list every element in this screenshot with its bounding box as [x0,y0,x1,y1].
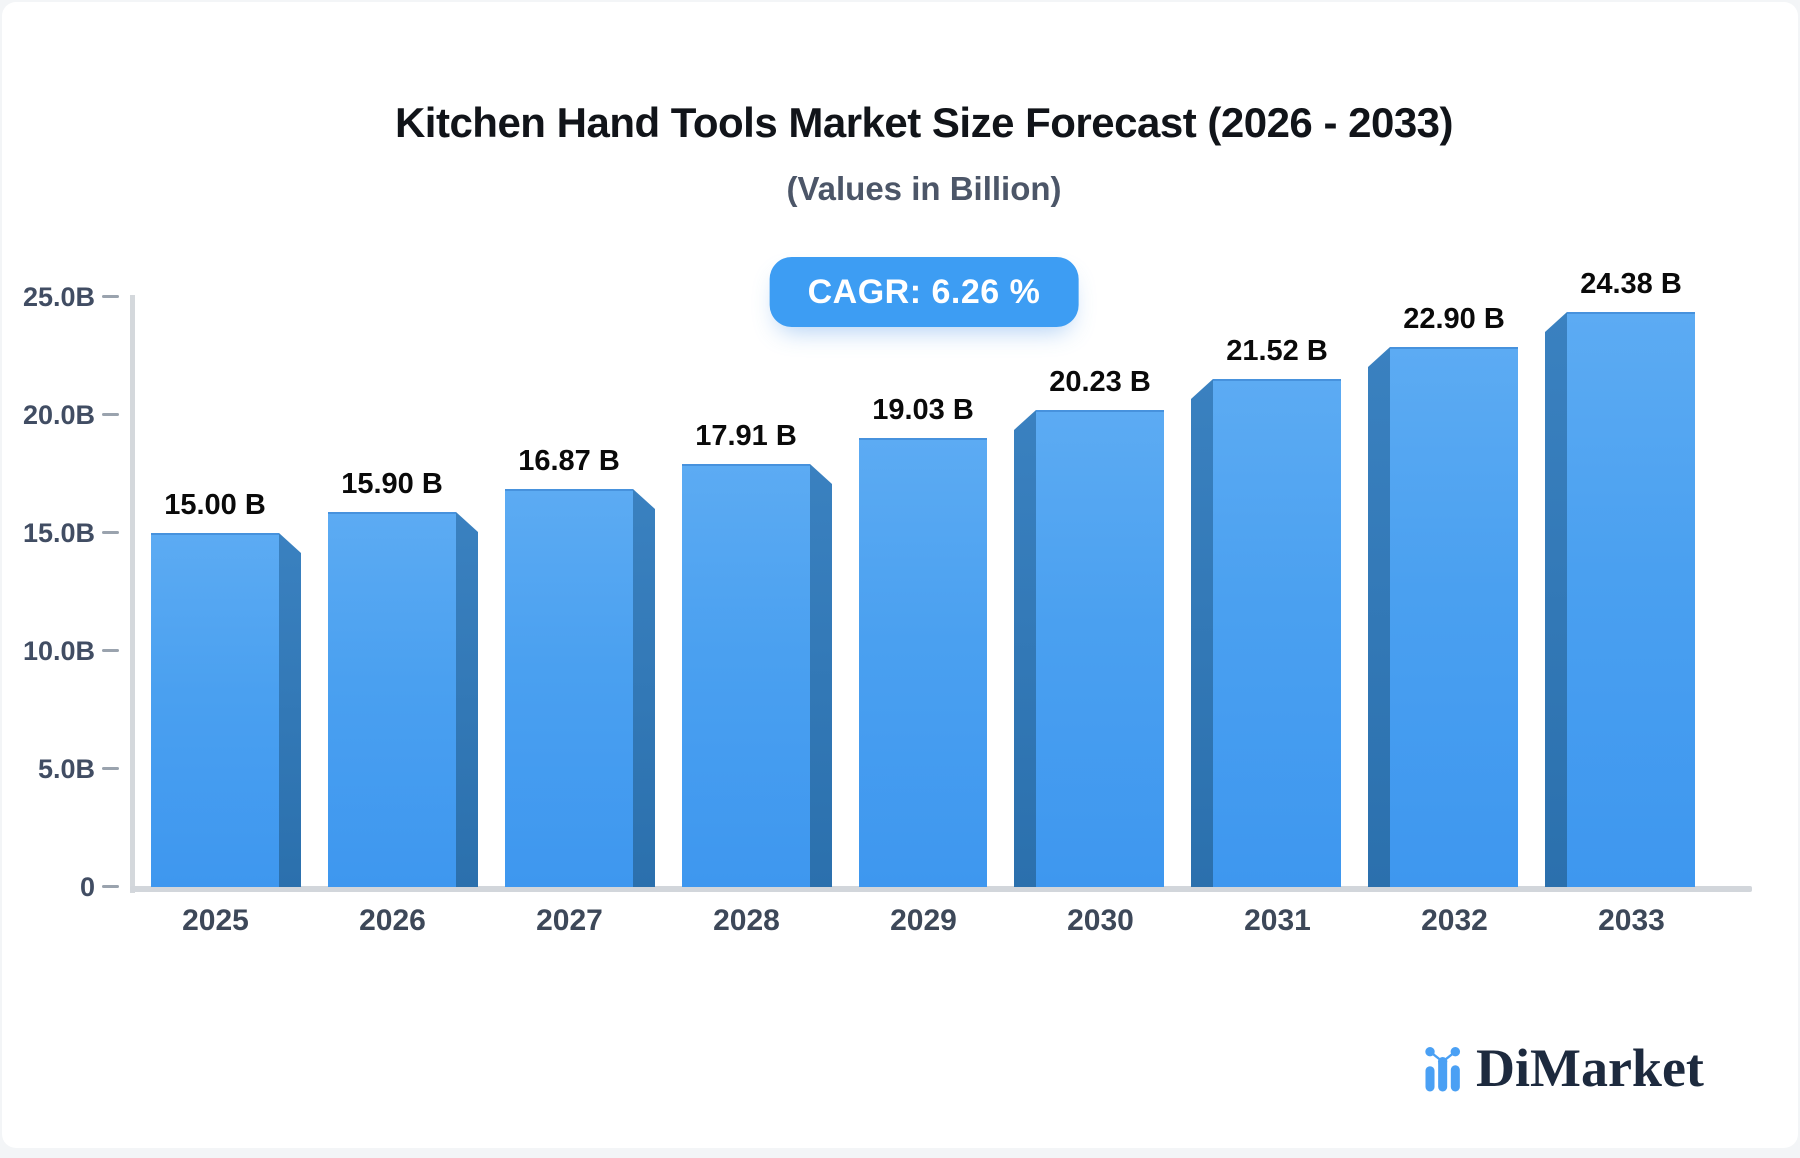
bar-2029[interactable] [859,438,987,887]
bar-value-label-2031: 21.52 B [1226,335,1328,367]
y-axis-tick-label: 25.0B [22,282,95,312]
bar-value-label-2028: 17.91 B [695,420,797,452]
y-axis-tick-label: 5.0B [37,754,95,784]
cagr-badge: CAGR: 6.26 % [769,257,1079,327]
y-axis-line [130,295,135,893]
bar-2032[interactable] [1390,347,1518,887]
bar-2031[interactable] [1213,379,1341,887]
x-axis-label-2027: 2027 [536,904,603,937]
bar-2030[interactable] [1036,410,1164,887]
chart-title: Kitchen Hand Tools Market Size Forecast … [394,99,1454,146]
y-axis-tick-label: 0 [79,872,95,902]
bar-side-2032 [1368,347,1390,887]
x-axis-label-2026: 2026 [359,904,426,937]
y-axis-tick [102,885,119,888]
cagr-badge-label: CAGR: 6.26 % [807,272,1041,311]
mini-bar-chart-icon [1425,1047,1461,1092]
bar-2027[interactable] [505,489,633,887]
x-axis-label-2029: 2029 [890,904,957,937]
y-axis-tick [102,413,119,416]
bar-side-2027 [633,489,655,887]
bar-value-label-2030: 20.23 B [1049,366,1151,398]
bar-2033[interactable] [1567,312,1695,887]
bar-value-label-2027: 16.87 B [518,445,620,477]
x-axis-label-2033: 2033 [1598,904,1665,937]
bar-2026[interactable] [328,512,456,887]
brand-logo: DiMarket [1416,1038,1704,1098]
bar-2025[interactable] [151,533,279,887]
y-axis-tick-label: 15.0B [22,518,95,548]
chart-subtitle: (Values in Billion) [786,170,1062,207]
x-axis-label-2028: 2028 [713,904,780,937]
y-axis-tick [102,649,119,652]
bar-value-label-2025: 15.00 B [164,489,266,521]
x-axis-label-2032: 2032 [1421,904,1488,937]
bar-side-2026 [456,512,478,887]
bar-value-label-2033: 24.38 B [1580,268,1682,300]
y-axis-tick [102,767,119,770]
bar-value-label-2032: 22.90 B [1403,303,1505,335]
bar-side-2033 [1545,312,1567,887]
bar-value-label-2029: 19.03 B [872,394,974,426]
y-axis-tick-label: 20.0B [22,400,95,430]
brand-logo-text: DiMarket [1476,1038,1704,1098]
y-axis-tick-label: 10.0B [22,636,95,666]
y-axis-tick [102,295,119,298]
x-axis-label-2030: 2030 [1067,904,1134,937]
x-axis-label-2025: 2025 [182,904,249,937]
bar-side-2025 [279,533,301,887]
bar-2028[interactable] [682,464,810,887]
bar-side-2031 [1191,379,1213,887]
x-axis-label-2031: 2031 [1244,904,1311,937]
y-axis-tick [102,531,119,534]
bar-side-2028 [810,464,832,887]
x-axis-line [130,886,1752,892]
bar-side-2030 [1014,410,1036,887]
bar-value-label-2026: 15.90 B [341,468,443,500]
